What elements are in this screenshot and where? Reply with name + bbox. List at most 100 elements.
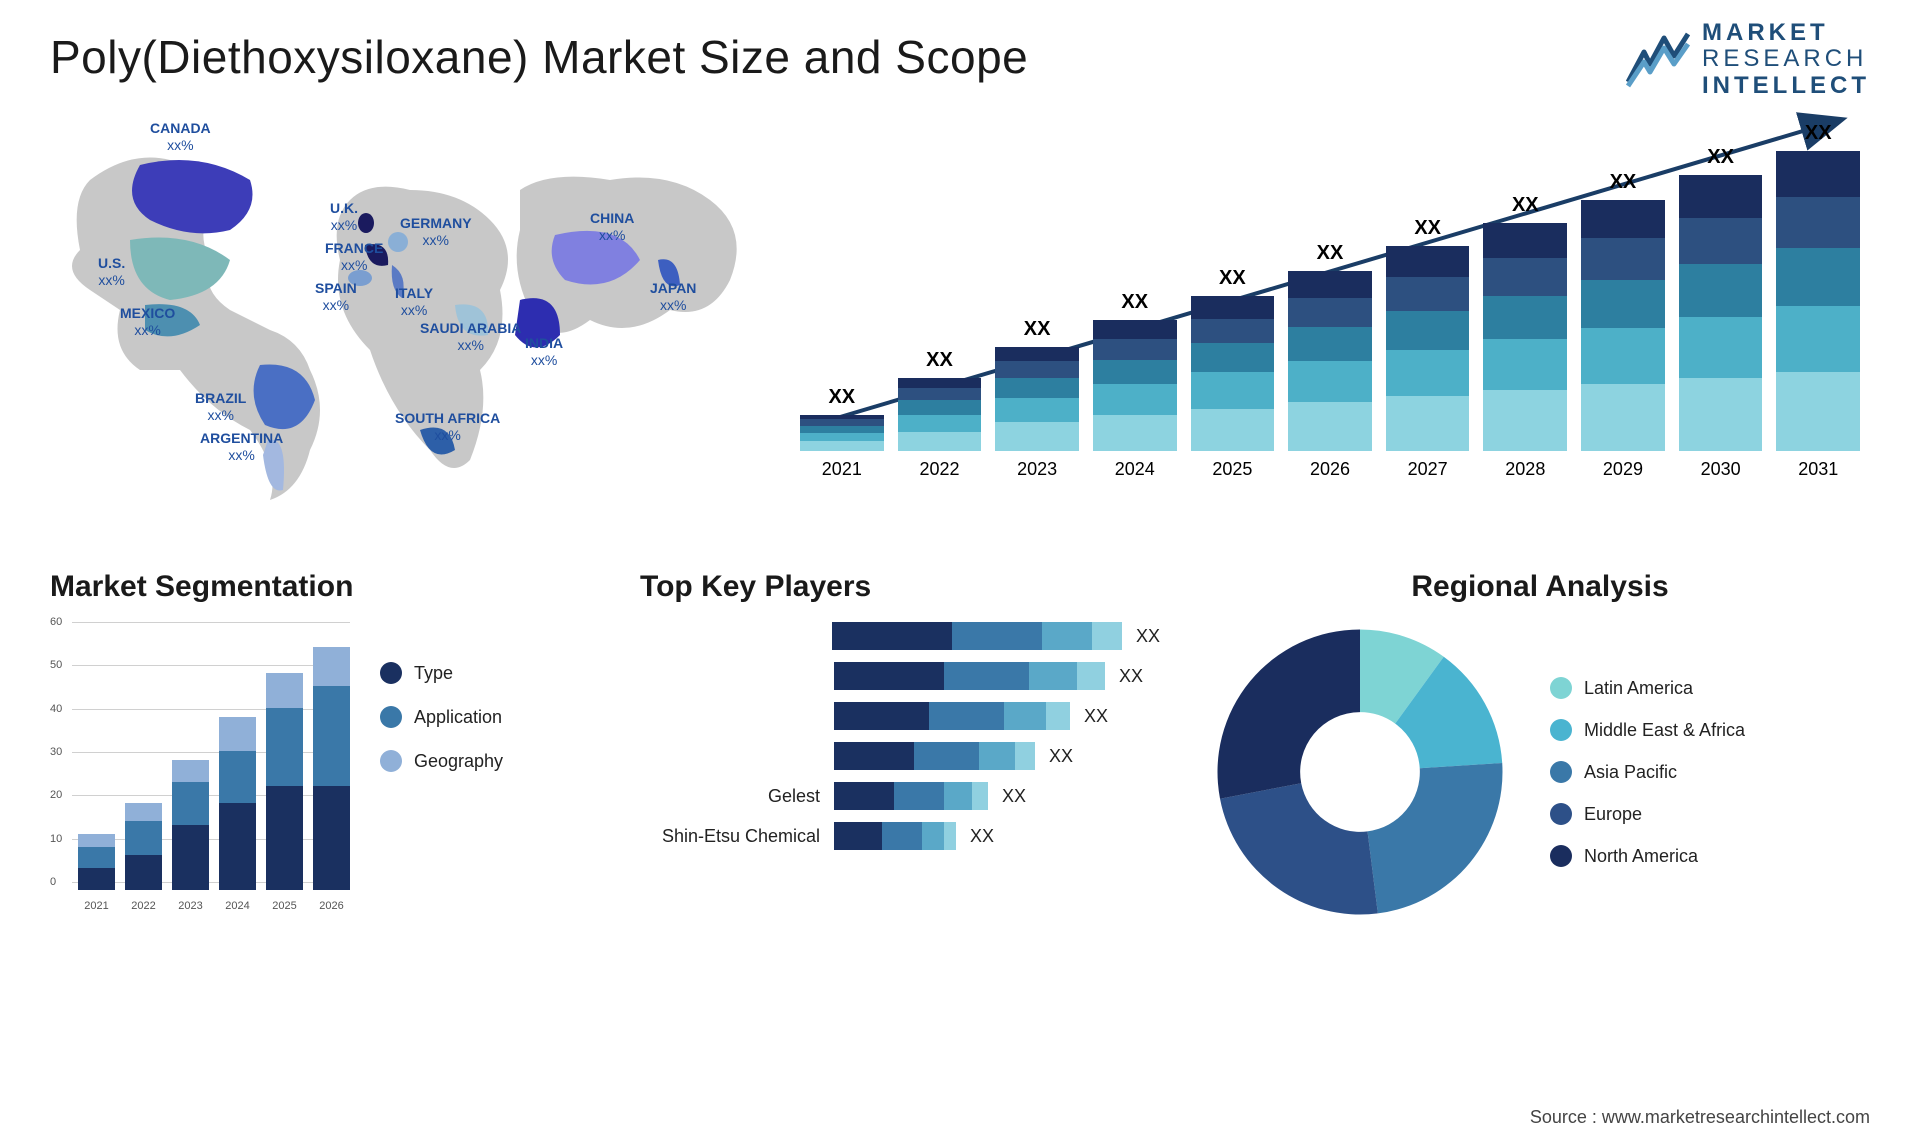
player-bar — [834, 822, 956, 850]
regional-section: Regional Analysis Latin AmericaMiddle Ea… — [1210, 570, 1870, 922]
growth-seg — [800, 426, 884, 433]
seg-col — [172, 760, 209, 890]
map-label-japan: JAPANxx% — [650, 280, 696, 314]
growth-seg — [1386, 246, 1470, 278]
seg-bar-segment — [125, 803, 162, 820]
source-text: Source : www.marketresearchintellect.com — [1530, 1107, 1870, 1128]
seg-col — [219, 717, 256, 890]
player-row: XX — [640, 742, 1160, 770]
growth-bar-label: XX — [1121, 291, 1148, 314]
seg-bar — [219, 717, 256, 890]
growth-year-label: 2022 — [919, 459, 959, 480]
growth-seg — [1581, 328, 1665, 384]
growth-seg — [1386, 277, 1470, 311]
seg-legend-row: Type — [380, 662, 503, 684]
legend-label: North America — [1584, 846, 1698, 867]
seg-bar — [78, 834, 115, 890]
legend-swatch — [1550, 803, 1572, 825]
player-bar — [834, 702, 1070, 730]
growth-seg — [995, 422, 1079, 451]
legend-label: Type — [414, 663, 453, 684]
seg-bar-segment — [266, 708, 303, 786]
legend-label: Latin America — [1584, 678, 1693, 699]
growth-seg — [1776, 306, 1860, 372]
growth-bar-label: XX — [1414, 217, 1441, 240]
player-name: Shin-Etsu Chemical — [640, 826, 820, 847]
legend-swatch — [1550, 719, 1572, 741]
growth-year-label: 2026 — [1310, 459, 1350, 480]
donut-slice — [1218, 630, 1361, 799]
seg-bar — [266, 673, 303, 890]
player-value: XX — [1136, 626, 1160, 647]
seg-bar-segment — [172, 825, 209, 890]
player-bar-seg — [834, 662, 944, 690]
growth-seg — [1093, 384, 1177, 414]
growth-seg — [1679, 317, 1763, 378]
growth-seg — [898, 388, 982, 400]
seg-bars — [78, 622, 350, 890]
map-label-spain: SPAINxx% — [315, 280, 357, 314]
seg-bar-segment — [78, 847, 115, 869]
growth-seg — [1483, 223, 1567, 258]
seg-bar-segment — [78, 834, 115, 847]
growth-bar — [1483, 223, 1567, 451]
growth-seg — [898, 400, 982, 415]
map-label-italy: ITALYxx% — [395, 285, 433, 319]
growth-seg — [1288, 402, 1372, 451]
growth-seg — [1581, 384, 1665, 451]
growth-bar — [1679, 175, 1763, 451]
seg-bar-segment — [78, 868, 115, 890]
seg-bar — [172, 760, 209, 890]
regional-legend-row: Latin America — [1550, 677, 1745, 699]
map-label-brazil: BRAZILxx% — [195, 390, 246, 424]
segmentation-legend: TypeApplicationGeography — [380, 622, 503, 912]
player-bar-seg — [882, 822, 922, 850]
legend-swatch — [380, 706, 402, 728]
seg-bar-segment — [313, 686, 350, 786]
map-label-saudiarabia: SAUDI ARABIAxx% — [420, 320, 521, 354]
growth-seg — [1679, 264, 1763, 317]
seg-tick: 60 — [50, 616, 62, 628]
player-bar-seg — [1042, 622, 1092, 650]
regional-legend-row: Middle East & Africa — [1550, 719, 1745, 741]
seg-bar — [313, 647, 350, 890]
regional-legend-row: Europe — [1550, 803, 1745, 825]
growth-seg — [1776, 197, 1860, 248]
growth-bar — [1386, 246, 1470, 451]
seg-bar-segment — [266, 673, 303, 708]
player-bar-seg — [929, 702, 1004, 730]
map-label-us: U.S.xx% — [98, 255, 125, 289]
map-label-uk: U.K.xx% — [330, 200, 358, 234]
player-bar-seg — [1046, 702, 1070, 730]
growth-seg — [1288, 271, 1372, 298]
legend-swatch — [1550, 845, 1572, 867]
map-label-france: FRANCExx% — [325, 240, 383, 274]
growth-bar-label: XX — [1317, 242, 1344, 265]
growth-bar-label: XX — [1707, 146, 1734, 169]
growth-bar — [1581, 200, 1665, 451]
donut-slice — [1220, 783, 1378, 914]
growth-seg — [1386, 311, 1470, 350]
growth-seg — [1776, 372, 1860, 451]
brand-logo: MARKET RESEARCH INTELLECT — [1626, 20, 1870, 99]
seg-bar-segment — [313, 786, 350, 890]
map-label-southafrica: SOUTH AFRICAxx% — [395, 410, 500, 444]
growth-seg — [898, 432, 982, 451]
growth-seg — [1191, 372, 1275, 408]
growth-seg — [1581, 200, 1665, 239]
growth-bar — [1191, 296, 1275, 451]
seg-bar-segment — [125, 821, 162, 856]
legend-label: Middle East & Africa — [1584, 720, 1745, 741]
growth-seg — [1093, 339, 1177, 360]
growth-seg — [1679, 378, 1763, 451]
player-value: XX — [1119, 666, 1143, 687]
player-bar-seg — [952, 622, 1042, 650]
seg-year: 2023 — [172, 900, 209, 912]
seg-tick: 0 — [50, 876, 56, 888]
player-bar-seg — [944, 662, 1029, 690]
seg-tick: 30 — [50, 746, 62, 758]
seg-legend-row: Geography — [380, 750, 503, 772]
seg-bar-segment — [125, 855, 162, 890]
seg-bar-segment — [219, 803, 256, 890]
growth-bar — [1776, 151, 1860, 451]
